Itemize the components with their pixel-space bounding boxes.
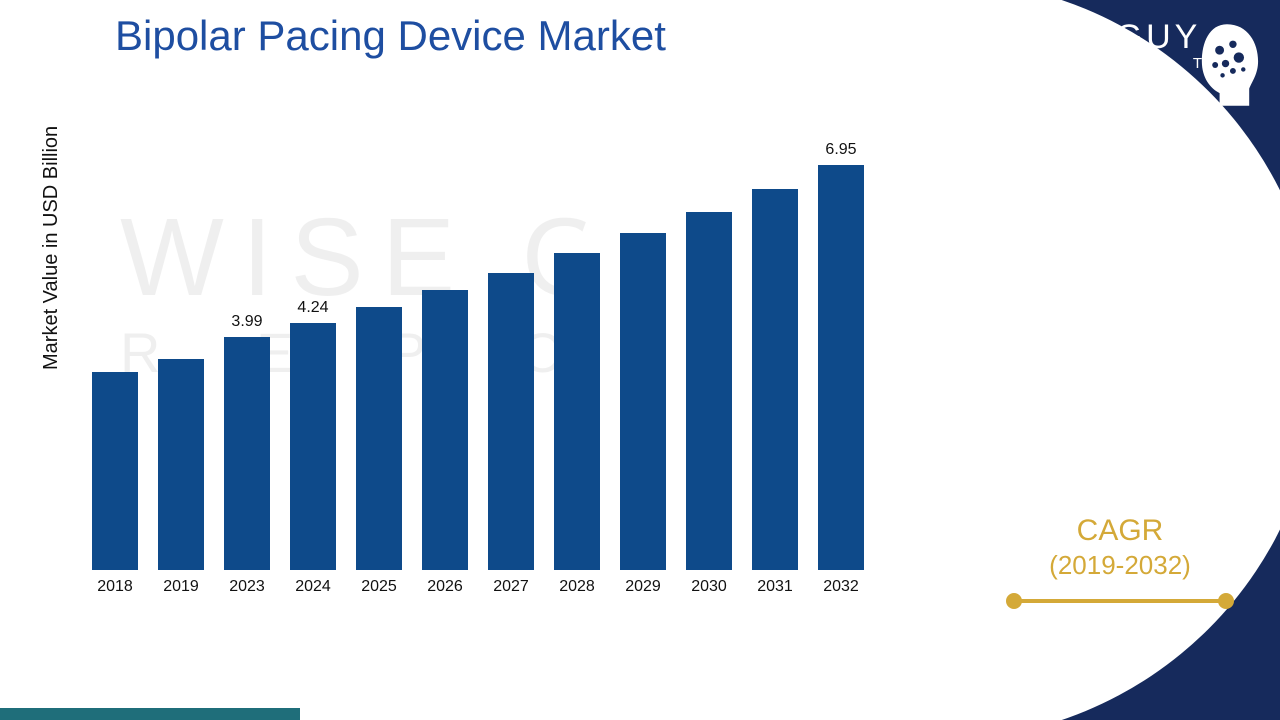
cagr-label: CAGR: [990, 514, 1250, 548]
bar-value-label: 6.95: [809, 141, 873, 159]
cagr-divider: [1014, 599, 1226, 603]
x-tick-label: 2024: [281, 578, 345, 596]
stage: WISE GUY R E P O R T S Bipolar Pacing De…: [0, 0, 1280, 720]
bar: [488, 273, 534, 570]
bar-value-label: 3.99: [215, 313, 279, 331]
cagr-value: 6.35%: [990, 621, 1250, 660]
plot-area: 2018201920233.9920244.242025202620272028…: [92, 150, 892, 570]
bar: [290, 323, 336, 570]
bar: [92, 372, 138, 570]
x-tick-label: 2028: [545, 578, 609, 596]
x-tick-label: 2023: [215, 578, 279, 596]
bar: [752, 189, 798, 570]
y-axis-label: Market Value in USD Billion: [40, 126, 63, 370]
x-tick-label: 2029: [611, 578, 675, 596]
chart-title: Bipolar Pacing Device Market: [115, 12, 666, 60]
x-tick-label: 2031: [743, 578, 807, 596]
cagr-range: (2019-2032): [990, 550, 1250, 581]
x-tick-label: 2019: [149, 578, 213, 596]
x-tick-label: 2032: [809, 578, 873, 596]
bar: [224, 337, 270, 570]
x-tick-label: 2025: [347, 578, 411, 596]
x-tick-label: 2026: [413, 578, 477, 596]
bar: [620, 233, 666, 570]
bar-value-label: 4.24: [281, 299, 345, 317]
bar: [158, 359, 204, 570]
brand-head-icon: [1190, 20, 1264, 110]
cagr-block: CAGR (2019-2032) 6.35%: [990, 514, 1250, 660]
bar-chart: 2018201920233.9920244.242025202620272028…: [92, 150, 892, 590]
x-tick-label: 2030: [677, 578, 741, 596]
bar: [356, 307, 402, 570]
x-tick-label: 2027: [479, 578, 543, 596]
bottom-accent-strip: [0, 708, 300, 720]
bar: [554, 253, 600, 570]
bar: [818, 165, 864, 570]
x-tick-label: 2018: [83, 578, 147, 596]
bar: [422, 290, 468, 570]
bar: [686, 212, 732, 570]
